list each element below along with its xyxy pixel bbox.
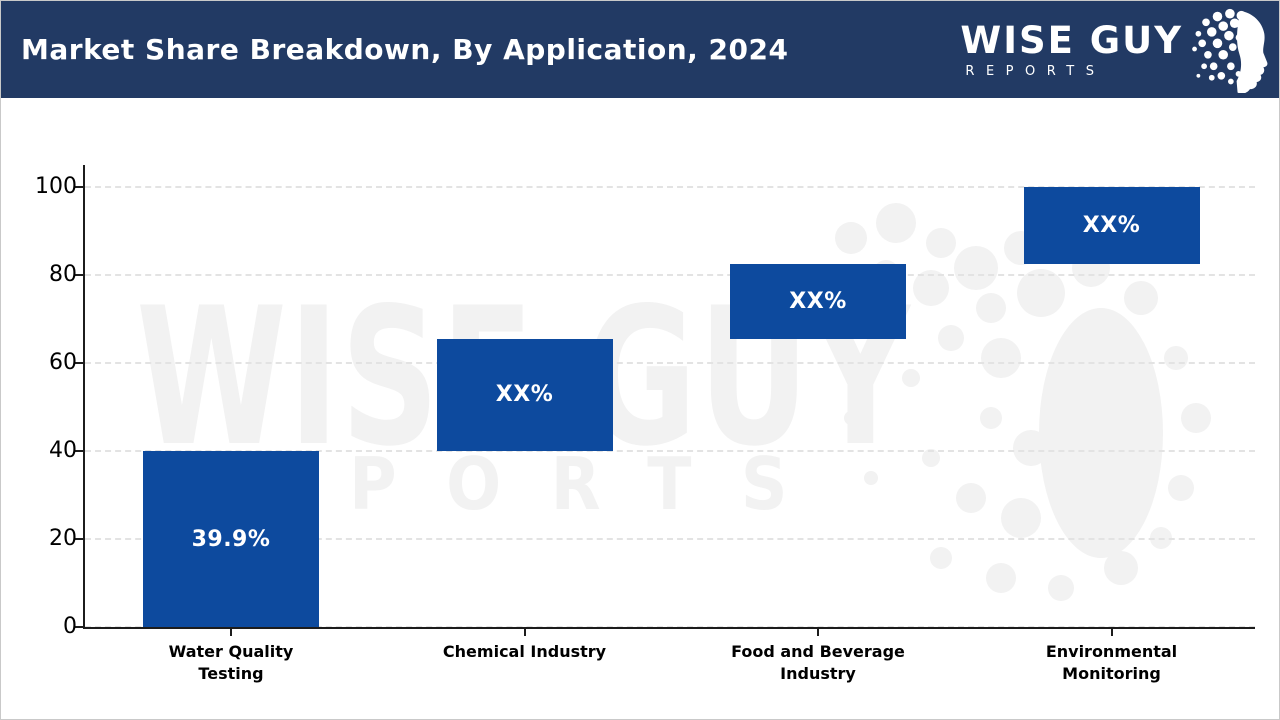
gridline xyxy=(85,538,1255,540)
bar-segment: XX% xyxy=(1023,187,1200,264)
y-tick-mark xyxy=(75,362,85,364)
page-title: Market Share Breakdown, By Application, … xyxy=(21,33,789,66)
y-axis-line xyxy=(83,165,85,629)
chart-canvas: WISE GUY REPORTS 0 20 40 60 80 100 39.9% Water … xyxy=(1,98,1279,719)
gridline xyxy=(85,186,1255,188)
x-category-label: Water Quality Testing xyxy=(168,642,294,683)
y-tick-label: 80 xyxy=(49,262,77,287)
logo-wordmark: WISE GUY xyxy=(960,18,1183,62)
header-bar: Market Share Breakdown, By Application, … xyxy=(1,1,1279,98)
x-axis-line xyxy=(83,627,1255,629)
y-tick-label: 100 xyxy=(35,174,77,199)
x-tick-mark xyxy=(523,629,526,636)
x-tick-mark xyxy=(1110,629,1113,636)
bar-value-label: XX% xyxy=(1082,213,1141,238)
bar-segment: XX% xyxy=(730,264,906,339)
x-category-label: Environmental Monitoring xyxy=(1045,642,1178,683)
wise-guy-reports-logo: WISE GUY REPORTS xyxy=(960,5,1271,95)
y-tick-label: 0 xyxy=(63,614,77,639)
x-tick-mark xyxy=(817,629,819,636)
bar-value-label: XX% xyxy=(789,288,847,314)
y-tick-label: 40 xyxy=(49,438,77,463)
y-tick-mark xyxy=(75,274,85,276)
watermark-dots-icon xyxy=(835,203,1211,601)
logo-text: WISE GUY REPORTS xyxy=(960,22,1183,79)
y-tick-mark xyxy=(75,538,85,540)
y-tick-label: 60 xyxy=(49,350,77,375)
y-tick-mark xyxy=(75,450,85,452)
gridline xyxy=(85,362,1255,364)
y-tick-mark xyxy=(75,626,85,628)
logo-subtitle: REPORTS xyxy=(965,63,1106,79)
bar-value-label: XX% xyxy=(495,382,554,408)
bar-segment: 39.9% xyxy=(143,451,319,627)
y-tick-label: 20 xyxy=(49,526,77,551)
bar-segment: XX% xyxy=(436,338,613,451)
logo-face-icon xyxy=(1192,8,1268,93)
gridline xyxy=(85,450,1255,452)
bar-value-label: 39.9% xyxy=(191,526,271,552)
x-category-label: Chemical Industry xyxy=(442,642,607,661)
y-tick-mark xyxy=(75,186,85,188)
gridline xyxy=(85,274,1255,276)
x-category-label: Food and Beverage Industry xyxy=(731,642,905,683)
x-tick-mark xyxy=(230,629,232,636)
